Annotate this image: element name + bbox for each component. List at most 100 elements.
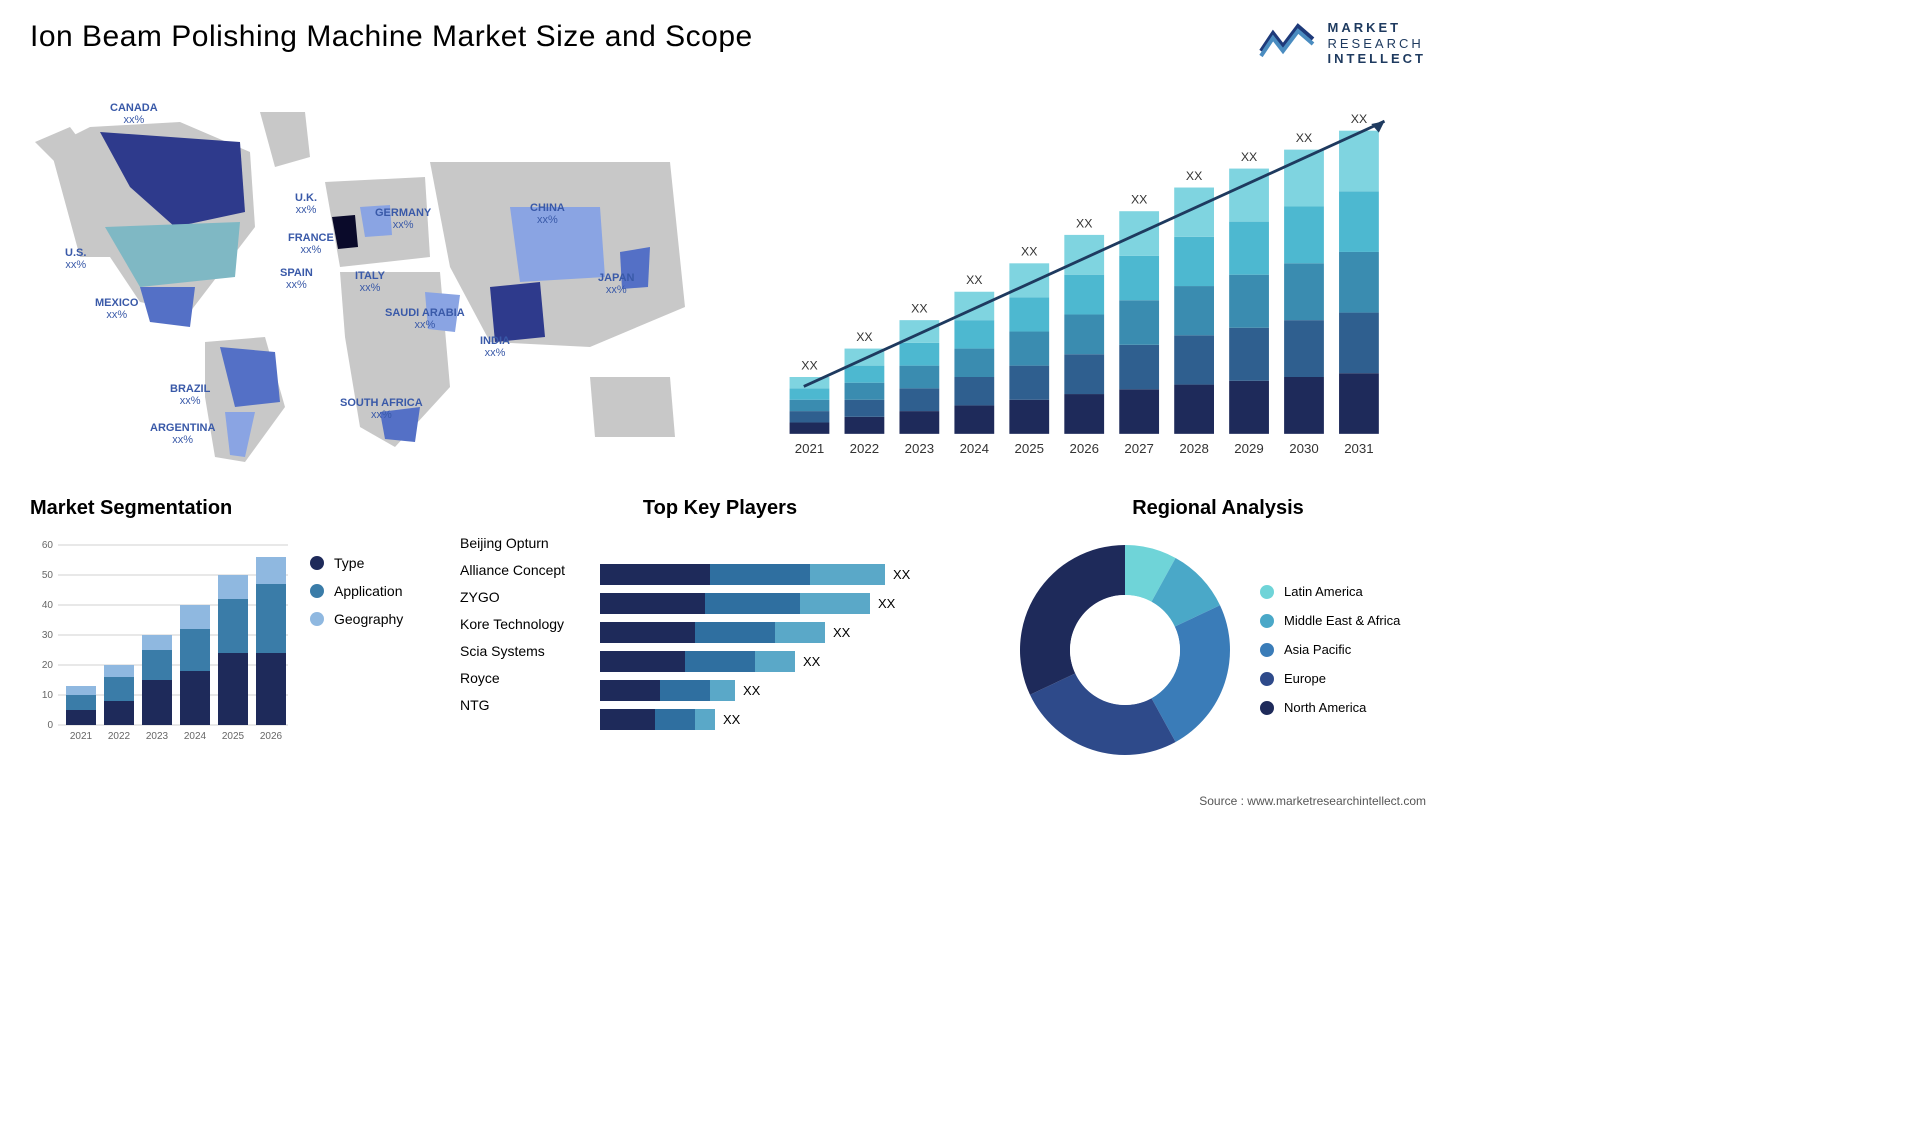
player-value: XX [893,567,910,582]
legend-item: Asia Pacific [1260,642,1400,657]
svg-text:10: 10 [42,690,54,701]
player-value: XX [878,596,895,611]
regional-section: Regional Analysis Latin AmericaMiddle Ea… [1010,497,1426,765]
map-label: MEXICOxx% [95,297,138,321]
player-row: XX [600,651,980,672]
segmentation-legend: Type Application Geography [310,535,403,745]
svg-text:XX: XX [1241,150,1257,164]
legend-item: Type [310,555,403,571]
map-label: U.S.xx% [65,247,86,271]
svg-text:2022: 2022 [108,731,131,742]
map-label: SAUDI ARABIAxx% [385,307,465,331]
page-title: Ion Beam Polishing Machine Market Size a… [30,20,753,54]
player-value: XX [803,654,820,669]
world-map: CANADAxx% U.S.xx% MEXICOxx% BRAZILxx% ARGENT… [30,87,710,467]
logo-line2: RESEARCH [1328,36,1427,52]
svg-text:2026: 2026 [1069,441,1098,456]
top-row: CANADAxx% U.S.xx% MEXICOxx% BRAZILxx% ARGENT… [30,87,1426,467]
segmentation-title: Market Segmentation [30,497,430,520]
source-attribution: Source : www.marketresearchintellect.com [1199,794,1426,808]
player-label: Beijing Opturn [460,535,590,551]
players-section: Top Key Players Beijing OpturnAlliance C… [460,497,980,730]
svg-text:2025: 2025 [222,731,245,742]
svg-text:XX: XX [966,273,982,287]
svg-text:XX: XX [801,358,817,372]
svg-text:2024: 2024 [184,731,207,742]
svg-text:2025: 2025 [1015,441,1044,456]
players-bars: XX XX XX XX XX XX [600,535,980,730]
map-label: ITALYxx% [355,270,385,294]
segmentation-chart-svg: 0 10 20 30 40 50 60 2021 2022 2023 2024 2025 2026 [30,535,290,745]
map-label: GERMANYxx% [375,207,431,231]
map-label: INDIAxx% [480,335,510,359]
svg-text:2029: 2029 [1234,441,1263,456]
map-label: FRANCExx% [288,232,334,256]
map-label: BRAZILxx% [170,383,210,407]
svg-text:2021: 2021 [795,441,824,456]
svg-text:2031: 2031 [1344,441,1373,456]
logo-line1: MARKET [1328,20,1427,36]
growth-chart-svg: XX 2021 XX 2022 XX 2023 XX 2024 XX 2025 XX 2026 XX 20… [750,107,1426,467]
regional-legend: Latin America Middle East & Africa Asia Pa… [1260,584,1400,715]
svg-text:2028: 2028 [1179,441,1208,456]
player-value: XX [833,625,850,640]
svg-text:2026: 2026 [260,731,283,742]
logo-icon [1258,21,1318,66]
bottom-row: Market Segmentation 0 10 20 30 40 50 60 2021 202… [30,497,1426,765]
svg-text:XX: XX [1131,192,1147,206]
map-label: U.K.xx% [295,192,317,216]
svg-text:40: 40 [42,600,54,611]
legend-item: Application [310,583,403,599]
map-label: JAPANxx% [598,272,634,296]
legend-item: Latin America [1260,584,1400,599]
svg-text:XX: XX [1351,112,1367,126]
player-label: NTG [460,697,590,713]
player-label: Alliance Concept [460,562,590,578]
svg-text:XX: XX [1076,216,1092,230]
header: Ion Beam Polishing Machine Market Size a… [30,20,1426,67]
logo-line3: INTELLECT [1328,51,1427,67]
player-row: XX [600,680,980,701]
map-label: CHINAxx% [530,202,565,226]
player-row: XX [600,622,980,643]
svg-text:60: 60 [42,540,54,551]
svg-text:2021: 2021 [70,731,93,742]
player-row: XX [600,593,980,614]
player-row: XX [600,709,980,730]
player-value: XX [743,683,760,698]
svg-text:XX: XX [911,301,927,315]
logo-text: MARKET RESEARCH INTELLECT [1328,20,1427,67]
segmentation-section: Market Segmentation 0 10 20 30 40 50 60 2021 202… [30,497,430,745]
legend-item: North America [1260,700,1400,715]
svg-text:XX: XX [1296,131,1312,145]
growth-chart: XX 2021 XX 2022 XX 2023 XX 2024 XX 2025 XX 2026 XX 20… [750,87,1426,467]
svg-text:2024: 2024 [960,441,989,456]
player-row [600,535,980,556]
svg-text:2030: 2030 [1289,441,1318,456]
svg-text:2027: 2027 [1124,441,1153,456]
brand-logo: MARKET RESEARCH INTELLECT [1258,20,1427,67]
svg-text:2023: 2023 [905,441,934,456]
svg-text:50: 50 [42,570,54,581]
players-labels: Beijing Opturn Alliance Concept ZYGO Kore T… [460,535,590,730]
map-label: CANADAxx% [110,102,158,126]
player-label: Kore Technology [460,616,590,632]
regional-donut-svg [1010,535,1240,765]
svg-text:20: 20 [42,660,54,671]
map-label: ARGENTINAxx% [150,422,215,446]
svg-text:2023: 2023 [146,731,169,742]
legend-item: Middle East & Africa [1260,613,1400,628]
legend-item: Europe [1260,671,1400,686]
legend-item: Geography [310,611,403,627]
map-label: SPAINxx% [280,267,313,291]
player-label: Scia Systems [460,643,590,659]
map-label: SOUTH AFRICAxx% [340,397,423,421]
player-label: ZYGO [460,589,590,605]
svg-text:0: 0 [47,720,53,731]
svg-text:XX: XX [1186,169,1202,183]
player-row: XX [600,564,980,585]
player-label: Royce [460,670,590,686]
svg-text:30: 30 [42,630,54,641]
svg-text:XX: XX [856,330,872,344]
svg-text:2022: 2022 [850,441,879,456]
